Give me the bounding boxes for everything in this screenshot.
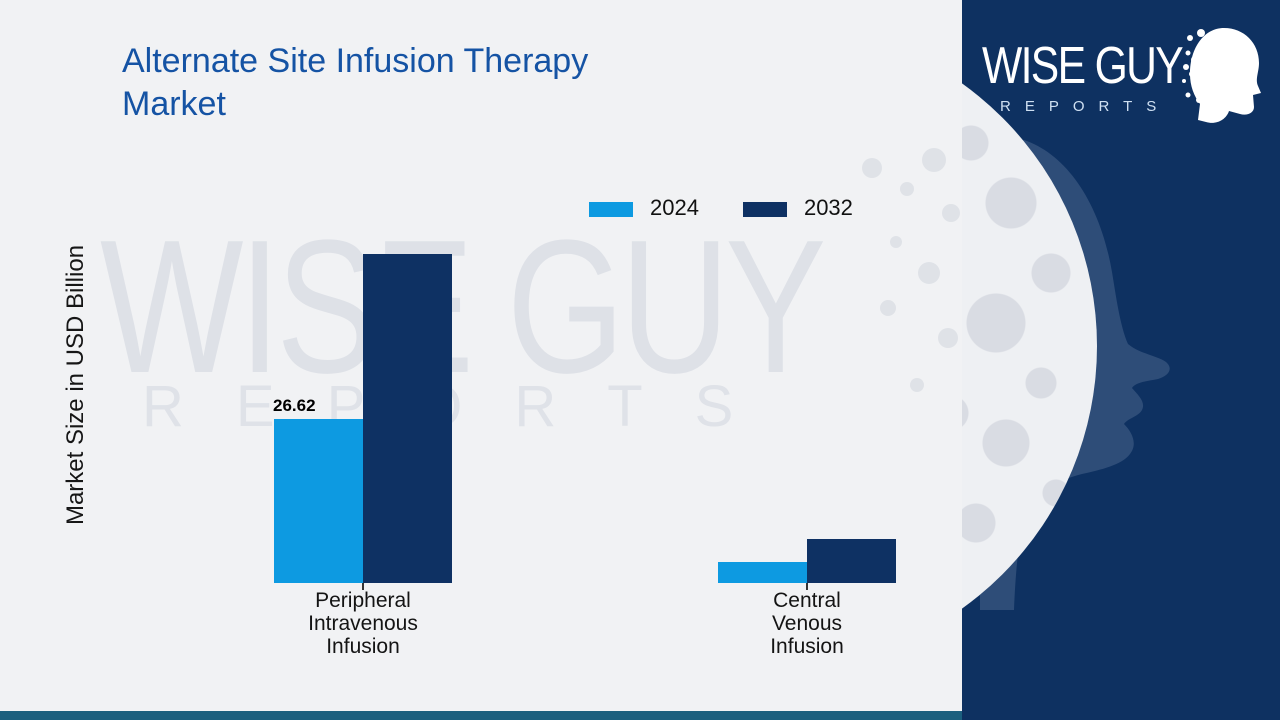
brand-logo: WISE GUY REPORTS xyxy=(982,40,1226,115)
bar-central-2024 xyxy=(718,562,807,583)
y-axis-label: Market Size in USD Billion xyxy=(62,244,89,526)
page-title-line2: Market xyxy=(122,85,226,123)
watermark-dot xyxy=(918,262,940,284)
x-axis-tick-central xyxy=(806,583,808,590)
watermark-dot xyxy=(922,148,946,172)
bar-peripheral-2032 xyxy=(363,254,452,583)
legend-label-2024: 2024 xyxy=(650,195,699,220)
watermark-dot xyxy=(880,300,896,316)
legend-swatch-2024 xyxy=(589,201,633,217)
legend-item-2032: 2032 xyxy=(742,195,853,221)
category-label-central-venous-infusion: Central Venous Infusion xyxy=(770,589,844,658)
watermark-dot xyxy=(942,204,960,222)
brand-logo-reports-text: REPORTS xyxy=(1000,98,1171,115)
legend-item-2024: 2024 xyxy=(589,195,699,221)
watermark-dot xyxy=(938,328,958,348)
bar-group-central-venous-infusion xyxy=(718,539,896,583)
brand-panel: WISE GUY REPORTS xyxy=(962,0,1280,720)
chart-legend: 2024 2032 xyxy=(589,195,853,221)
legend-label-2032: 2032 xyxy=(803,195,853,220)
page-title: Alternate Site Infusion Therapy Market xyxy=(122,40,588,126)
watermark-wiseguy-text: WISE GUY xyxy=(100,201,826,413)
watermark-dot xyxy=(910,378,924,392)
watermark-dot xyxy=(900,182,914,196)
brand-logo-face-icon xyxy=(1182,28,1261,123)
bar-peripheral-2024: 26.62 xyxy=(273,396,363,583)
watermark-dot xyxy=(890,236,902,248)
legend-swatch-2032 xyxy=(742,201,787,217)
category-label-peripheral-intravenous-infusion: Peripheral Intravenous Infusion xyxy=(308,589,418,658)
bar-group-peripheral-intravenous-infusion: 26.62 xyxy=(273,254,452,583)
bottom-accent-strip xyxy=(0,711,1280,720)
watermark-dot xyxy=(862,158,882,178)
watermark-reports-text: REPORTS xyxy=(142,374,786,439)
brand-logo-wiseguy-text: WISE GUY xyxy=(982,37,1184,95)
page-title-line1: Alternate Site Infusion Therapy xyxy=(122,42,589,80)
bar-value-label-26-62: 26.62 xyxy=(273,396,316,415)
bar-central-2032 xyxy=(807,539,896,583)
x-axis-tick-peripheral xyxy=(362,583,364,590)
